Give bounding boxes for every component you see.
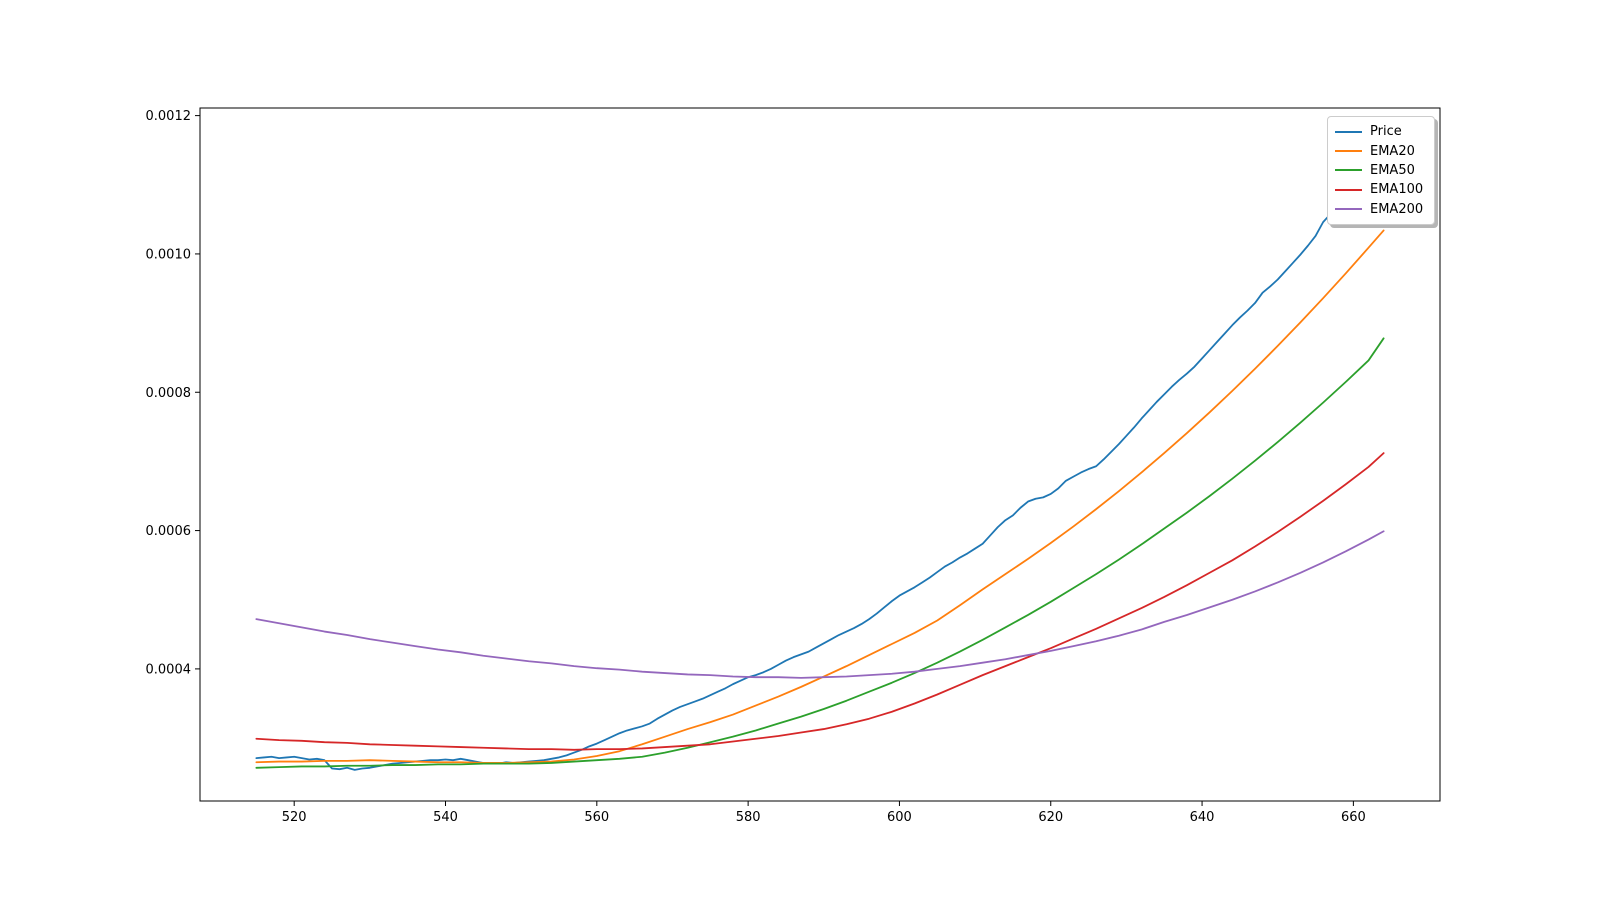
x-tick-label: 580 (736, 810, 761, 825)
legend-line-sample (1335, 188, 1362, 191)
plot-border (199, 107, 1441, 802)
legend-label: EMA100 (1370, 182, 1424, 198)
series-line-price (255, 140, 1385, 771)
x-tick-label: 660 (1341, 810, 1366, 825)
x-tick-label: 520 (282, 810, 307, 825)
y-tick-label: 0.0004 (146, 662, 192, 677)
y-tick-label: 0.0006 (146, 524, 192, 539)
legend-label: EMA200 (1370, 201, 1424, 217)
legend-label: EMA20 (1370, 143, 1415, 159)
legend-line-sample (1335, 169, 1362, 172)
legend-item-price: Price (1335, 125, 1427, 138)
series-lines (255, 140, 1385, 771)
legend-line-sample (1335, 130, 1362, 133)
legend-label: Price (1370, 124, 1402, 140)
series-line-ema50 (255, 337, 1385, 769)
x-tick-label: 640 (1190, 810, 1215, 825)
series-line-ema100 (255, 452, 1385, 751)
series-line-ema200 (255, 530, 1385, 679)
legend-line-sample (1335, 208, 1362, 211)
series-line-ema20 (255, 229, 1385, 764)
x-tick-label: 600 (887, 810, 912, 825)
axis-ticks (195, 115, 1354, 806)
legend-item-ema200: EMA200 (1335, 203, 1427, 216)
legend-item-ema100: EMA100 (1335, 183, 1427, 196)
legend-item-ema20: EMA20 (1335, 145, 1427, 158)
legend: Price EMA20 EMA50 EMA100 EMA200 (1327, 116, 1435, 225)
x-tick-label: 540 (433, 810, 458, 825)
y-tick-label: 0.0012 (146, 109, 192, 124)
x-tick-label: 560 (584, 810, 609, 825)
y-tick-label: 0.0008 (146, 386, 192, 401)
axis-tick-labels: 520 540 560 580 600 620 640 660 0.0004 0.0006 0.00… (146, 109, 1366, 825)
y-tick-label: 0.0010 (146, 247, 192, 262)
legend-line-sample (1335, 150, 1362, 153)
legend-item-ema50: EMA50 (1335, 164, 1427, 177)
legend-label: EMA50 (1370, 162, 1415, 178)
x-tick-label: 620 (1038, 810, 1063, 825)
